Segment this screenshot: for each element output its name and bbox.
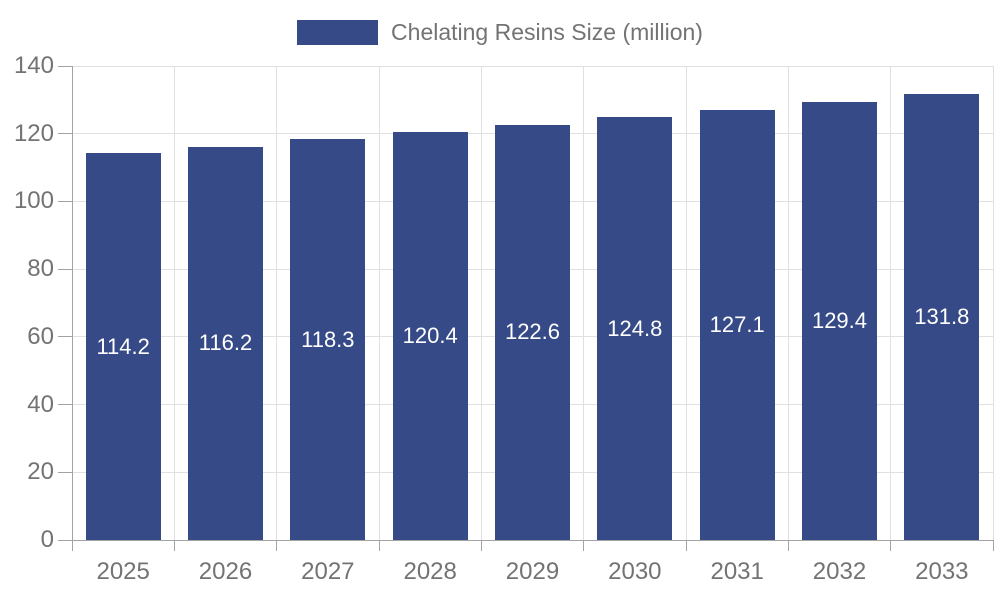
x-axis-tick — [71, 540, 73, 551]
y-axis-label: 60 — [27, 322, 54, 350]
y-axis-tick — [58, 336, 72, 338]
y-axis-tick — [58, 65, 72, 67]
x-axis-tick — [583, 540, 585, 551]
x-axis-tick — [685, 540, 687, 551]
bar-value-label: 131.8 — [914, 303, 970, 329]
x-gridline — [787, 66, 789, 540]
legend-label: Chelating Resins Size (million) — [391, 19, 703, 45]
y-axis-label: 0 — [40, 526, 54, 553]
bar[interactable] — [392, 132, 468, 540]
bar[interactable] — [699, 109, 775, 540]
bar-value-label: 118.3 — [301, 326, 355, 352]
x-gridline — [890, 66, 892, 540]
y-axis-label: 100 — [13, 187, 54, 215]
x-gridline — [173, 66, 175, 540]
x-gridline — [992, 66, 994, 540]
x-gridline — [276, 66, 278, 540]
bar[interactable] — [802, 101, 877, 540]
x-axis-tick — [890, 540, 892, 551]
y-axis-tick — [58, 200, 72, 202]
y-axis-label: 40 — [27, 390, 54, 418]
x-axis-tick — [378, 540, 380, 551]
bar[interactable] — [188, 146, 263, 540]
y-axis-tick — [58, 133, 72, 135]
bar-value-label: 129.4 — [811, 307, 868, 333]
x-axis-label: 2028 — [403, 558, 457, 585]
x-gridline — [685, 66, 687, 540]
y-gridline — [72, 65, 993, 67]
x-axis-label: 2025 — [96, 558, 150, 585]
bar[interactable] — [904, 93, 980, 540]
bar[interactable] — [85, 153, 161, 540]
x-axis-tick — [276, 540, 278, 551]
x-axis-tick — [173, 540, 175, 551]
x-axis-label: 2030 — [608, 558, 662, 585]
y-axis-tick — [58, 471, 72, 473]
x-gridline — [378, 66, 380, 540]
legend-swatch — [297, 19, 379, 45]
bar-value-label: 127.1 — [709, 311, 765, 337]
x-axis-tick — [992, 540, 994, 551]
x-gridline — [480, 66, 482, 540]
bar[interactable] — [290, 139, 366, 540]
y-axis-label: 140 — [13, 52, 54, 79]
bar[interactable] — [597, 117, 673, 540]
y-axis-tick — [58, 404, 72, 406]
x-axis-label: 2027 — [301, 558, 355, 585]
x-axis-label: 2029 — [505, 558, 560, 585]
y-axis-label: 20 — [27, 458, 54, 486]
x-axis-label: 2033 — [915, 558, 969, 585]
bar-value-label: 124.8 — [607, 315, 663, 341]
y-axis-label: 120 — [13, 119, 54, 147]
x-axis-line — [58, 539, 993, 541]
bar-value-label: 120.4 — [402, 323, 458, 349]
x-axis-label: 2026 — [198, 558, 253, 585]
y-axis-label: 80 — [27, 255, 54, 283]
x-axis-tick — [787, 540, 789, 551]
legend-item[interactable]: Chelating Resins Size (million) — [0, 18, 1000, 46]
bar-value-label: 122.6 — [504, 319, 561, 345]
bar-value-label: 114.2 — [96, 333, 150, 359]
x-gridline — [583, 66, 585, 540]
bar[interactable] — [495, 124, 570, 540]
bar-value-label: 116.2 — [198, 330, 253, 356]
y-axis-line — [71, 66, 73, 540]
y-axis-tick — [58, 268, 72, 270]
x-axis-label: 2032 — [812, 558, 867, 585]
x-axis-label: 2031 — [710, 558, 764, 585]
x-axis-tick — [480, 540, 482, 551]
